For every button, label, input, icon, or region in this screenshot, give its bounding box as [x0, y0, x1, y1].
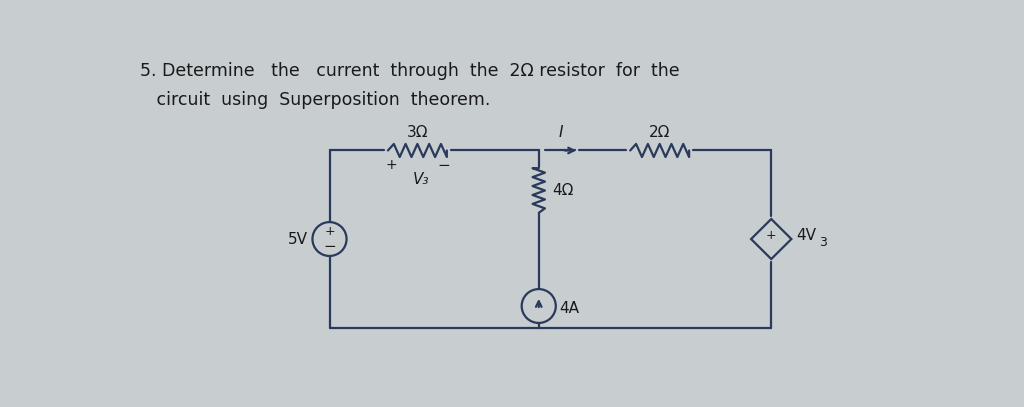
Text: circuit  using  Superposition  theorem.: circuit using Superposition theorem. [139, 91, 490, 109]
Text: 4A: 4A [560, 301, 580, 316]
Text: +: + [766, 229, 776, 242]
Text: +: + [385, 158, 397, 172]
Text: V₃: V₃ [413, 172, 429, 187]
Text: 3Ω: 3Ω [407, 125, 428, 140]
Text: 3: 3 [819, 236, 827, 249]
Text: 2Ω: 2Ω [649, 125, 671, 140]
Text: 4Ω: 4Ω [553, 183, 574, 198]
Text: +: + [325, 225, 335, 238]
Text: 5V: 5V [288, 232, 308, 247]
Text: −: − [437, 158, 451, 173]
Text: 4V: 4V [796, 228, 816, 243]
Text: I: I [558, 125, 563, 140]
Text: −: − [324, 239, 336, 254]
Text: 5. Determine   the   current  through  the  2Ω resistor  for  the: 5. Determine the current through the 2Ω … [139, 62, 679, 80]
